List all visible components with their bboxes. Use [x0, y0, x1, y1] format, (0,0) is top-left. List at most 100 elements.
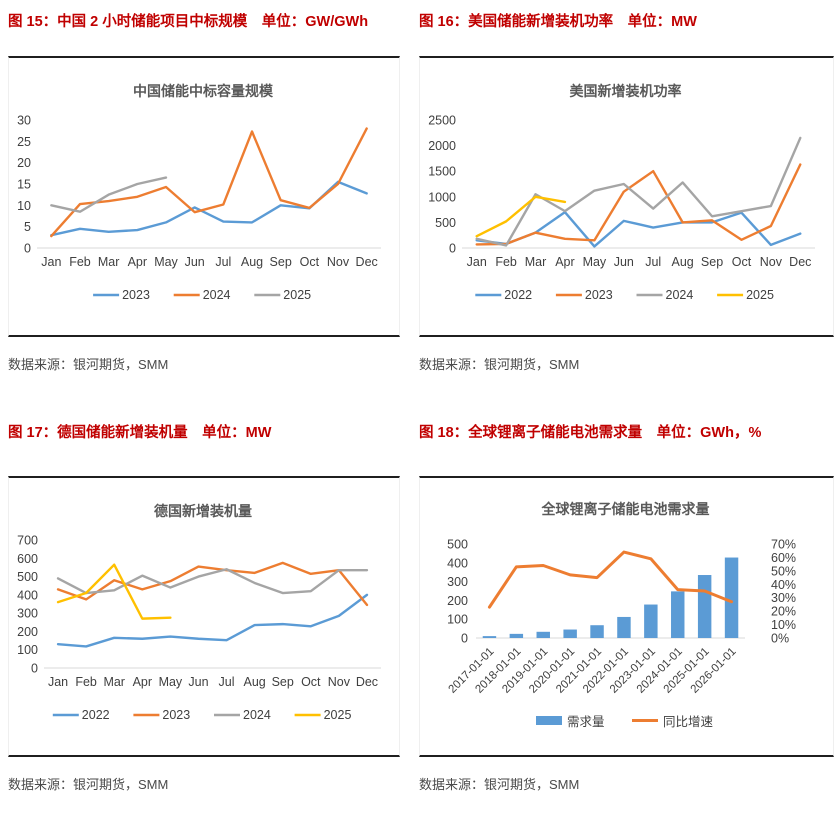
x-tick-label: Aug	[244, 675, 266, 689]
legend-label-2024: 2024	[243, 708, 271, 722]
x-tick-label: Dec	[356, 255, 378, 269]
y-tick-label: 200	[17, 625, 38, 639]
x-axis-labels: Jan Feb Mar Apr May Jun Jul Aug Sep Oct Nov Dec	[48, 675, 378, 689]
legend-label-2025: 2025	[283, 288, 311, 302]
figure-17: 图 17：德国储能新增装机量 单位：MW 德国新增装机量 0 100 200 300 40…	[8, 373, 400, 793]
y-tick-label: 500	[435, 216, 456, 230]
figure-15: 图 15：中国 2 小时储能项目中标规模 单位：GW/GWh 中国储能中标容量规…	[8, 0, 400, 373]
x-tick-label: May	[583, 255, 607, 269]
x-tick-label: Sep	[272, 675, 294, 689]
x-tick-label: Apr	[555, 255, 574, 269]
demand-bars	[482, 557, 739, 638]
legend-label-2023: 2023	[122, 288, 150, 302]
figure-16: 图 16：美国储能新增装机功率 单位：MW 美国新增装机功率 0 500 1000 15…	[419, 0, 834, 373]
y-axis-ticks: 0 100 200 300 400 500 600 700	[17, 534, 38, 676]
left-tick-label: 300	[447, 575, 468, 589]
y-tick-label: 0	[449, 242, 456, 256]
y-tick-label: 1500	[428, 165, 456, 179]
chart-legend: 需求量 同比增速	[536, 714, 714, 729]
figure-18: 图 18：全球锂离子储能电池需求量 单位：GWh，% 全球锂离子储能电池需求量 0…	[419, 373, 834, 793]
legend-swatch-需求量	[536, 716, 562, 725]
y-tick-label: 2500	[428, 114, 456, 128]
x-tick-label: Jul	[219, 675, 235, 689]
y-tick-label: 5	[24, 220, 31, 234]
y-tick-label: 10	[17, 199, 31, 213]
legend-label-2024: 2024	[203, 288, 231, 302]
y-tick-label: 300	[17, 607, 38, 621]
x-tick-label: Feb	[495, 255, 517, 269]
legend-label-同比增速: 同比增速	[663, 714, 714, 729]
x-tick-label: Jul	[645, 255, 661, 269]
right-tick-label: 40%	[771, 578, 796, 592]
x-tick-label: Jan	[41, 255, 61, 269]
x-tick-label: Jun	[188, 675, 208, 689]
x-axis-labels: Jan Feb Mar Apr May Jun Jul Aug Sep Oct Nov Dec	[467, 255, 812, 269]
series-line-2025	[56, 563, 172, 620]
legend-label-2025: 2025	[324, 708, 352, 722]
x-tick-label: Nov	[328, 675, 351, 689]
right-tick-label: 60%	[771, 551, 796, 565]
series-line-2023	[56, 561, 369, 607]
right-tick-label: 70%	[771, 538, 796, 552]
chart-legend: 2023 2024 2025	[93, 288, 311, 302]
germany-new-installed-chart: 德国新增装机量 0 100 200 300 400 500 600 700 Jan Feb Mar Ap…	[17, 503, 381, 722]
figure-16-caption: 图 16：美国储能新增装机功率 单位：MW	[419, 14, 697, 30]
x-tick-label: Feb	[75, 675, 97, 689]
left-axis-ticks: 0 100 200 300 400 500	[447, 538, 468, 646]
right-tick-label: 50%	[771, 564, 796, 578]
series-line-2024	[50, 127, 368, 238]
right-tick-label: 10%	[771, 618, 796, 632]
series-line-2023	[475, 163, 802, 246]
y-tick-label: 25	[17, 135, 31, 149]
y-tick-label: 0	[24, 242, 31, 256]
x-tick-label: May	[159, 675, 183, 689]
figure-17-chart-panel: 德国新增装机量 0 100 200 300 400 500 600 700 Jan Feb Mar Ap…	[8, 476, 400, 757]
bar-2024-01-01	[671, 591, 685, 638]
bar-2026-01-01	[724, 557, 739, 638]
figure-15-caption: 图 15：中国 2 小时储能项目中标规模 单位：GW/GWh	[8, 14, 369, 30]
x-tick-label: Mar	[98, 255, 120, 269]
left-tick-label: 200	[447, 594, 468, 608]
y-axis-ticks: 0 500 1000 1500 2000 2500	[428, 114, 456, 256]
legend-label-2022: 2022	[504, 288, 532, 302]
left-tick-label: 400	[447, 556, 468, 570]
x-tick-label: Jan	[48, 675, 68, 689]
figure-15-chart-panel: 中国储能中标容量规模 0 5 10 15 20 25 30 Jan Feb Mar Apr May Jun…	[8, 56, 400, 337]
y-tick-label: 2000	[428, 139, 456, 153]
figure-16-chart-panel: 美国新增装机功率 0 500 1000 1500 2000 2500 Jan Feb Mar Apr…	[419, 56, 834, 337]
figure-17-caption: 图 17：德国储能新增装机量 单位：MW	[8, 425, 272, 441]
y-tick-label: 600	[17, 552, 38, 566]
x-tick-label: Mar	[103, 675, 125, 689]
x-tick-label: Feb	[69, 255, 91, 269]
x-tick-label: Aug	[241, 255, 263, 269]
right-tick-label: 20%	[771, 605, 796, 619]
legend-label-2024: 2024	[666, 288, 694, 302]
y-tick-label: 100	[17, 643, 38, 657]
chart-legend: 2022 2023 2024 2025	[52, 708, 352, 722]
figures-grid: 图 15：中国 2 小时储能项目中标规模 单位：GW/GWh 中国储能中标容量规…	[8, 0, 834, 793]
y-tick-label: 20	[17, 156, 31, 170]
legend-label-2022: 2022	[82, 708, 110, 722]
chart-legend: 2022 2023 2024 2025	[475, 288, 774, 302]
bar-2018-01-01	[509, 633, 524, 638]
bar-2023-01-01	[644, 604, 658, 638]
chart-title: 中国储能中标容量规模	[133, 83, 274, 99]
figure-18-data-source: 数据来源：银河期货，SMM	[419, 777, 580, 792]
series-line-2022	[56, 593, 369, 648]
y-axis-ticks: 0 5 10 15 20 25 30	[17, 114, 31, 256]
us-new-installed-power-chart: 美国新增装机功率 0 500 1000 1500 2000 2500 Jan Feb Mar Apr…	[428, 83, 815, 302]
figure-17-data-source: 数据来源：银河期货，SMM	[8, 777, 169, 792]
left-tick-label: 0	[461, 632, 468, 646]
x-tick-label: Dec	[356, 675, 378, 689]
y-tick-label: 30	[17, 114, 31, 128]
left-tick-label: 500	[447, 538, 468, 552]
x-tick-label: Sep	[270, 255, 292, 269]
x-tick-label: Sep	[701, 255, 723, 269]
x-tick-label: Aug	[672, 255, 694, 269]
series-line-2025	[50, 176, 168, 213]
bar-2019-01-01	[536, 631, 550, 638]
x-axis-labels: 2017-01-012018-01-012019-01-012020-01-01…	[446, 646, 738, 696]
x-tick-label: Dec	[789, 255, 811, 269]
left-tick-label: 100	[447, 613, 468, 627]
